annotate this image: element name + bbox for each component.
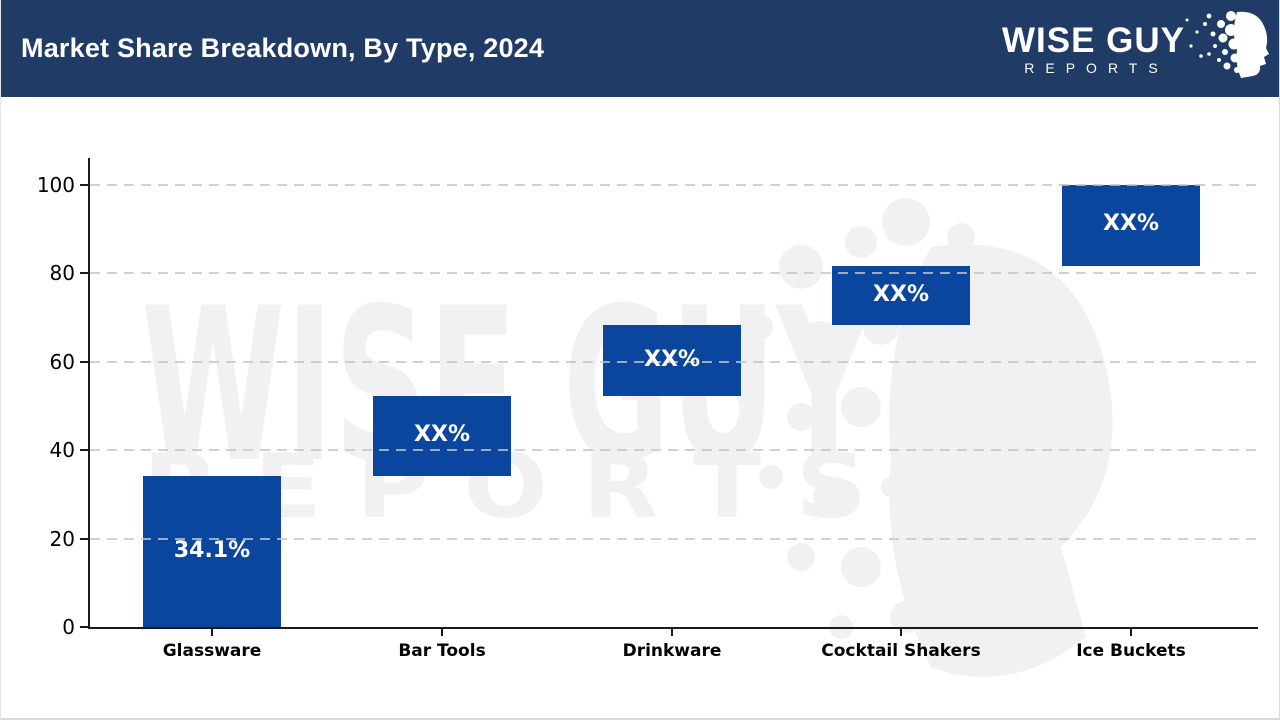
x-tick-label: Glassware	[162, 641, 262, 661]
bar	[603, 325, 741, 396]
x-tick	[1130, 629, 1132, 636]
brand-text: WISE GUY REPORTS	[1002, 23, 1185, 75]
plot-area: 0 20 40 60 80 100 34.1% Glassware XX% Bar Tools XX…	[1, 97, 1279, 718]
x-tick-label: Drinkware	[622, 641, 722, 661]
y-tick	[80, 538, 88, 540]
bar-value-label: 34.1%	[173, 538, 251, 563]
x-tick	[671, 629, 673, 636]
y-tick-label: 60	[49, 350, 75, 374]
brand-name: WISE GUY	[1001, 20, 1185, 60]
gridline	[90, 272, 1258, 274]
bar-value-label: XX%	[873, 282, 929, 307]
brand-logo: WISE GUY REPORTS	[1002, 4, 1279, 94]
x-tick-label: Cocktail Shakers	[821, 641, 981, 661]
x-tick	[441, 629, 443, 636]
gridline	[90, 449, 1258, 451]
y-tick-label: 20	[49, 527, 75, 551]
bar	[1062, 185, 1200, 266]
y-tick	[80, 361, 88, 363]
brand-face-icon	[1185, 10, 1269, 78]
y-tick	[80, 184, 88, 186]
bar	[373, 396, 511, 476]
bar-value-label: XX%	[414, 422, 470, 447]
bar	[143, 476, 281, 627]
bar-value-label: XX%	[644, 347, 700, 372]
x-tick	[211, 629, 213, 636]
header-bar: Market Share Breakdown, By Type, 2024 WI…	[1, 0, 1279, 97]
bar-value-label: XX%	[1103, 211, 1159, 236]
y-tick-label: 100	[36, 173, 75, 197]
gridline	[90, 184, 1258, 186]
y-tick-label: 0	[62, 615, 75, 639]
x-tick-label: Ice Buckets	[1076, 641, 1186, 661]
x-axis-spine	[88, 627, 1258, 629]
gridline	[90, 361, 1258, 363]
bar	[832, 266, 970, 325]
y-tick	[80, 449, 88, 451]
y-tick	[80, 626, 88, 628]
y-axis-spine	[88, 158, 90, 627]
y-tick-label: 80	[49, 261, 75, 285]
page-title: Market Share Breakdown, By Type, 2024	[21, 33, 545, 63]
x-tick-label: Bar Tools	[398, 641, 486, 661]
y-tick	[80, 272, 88, 274]
brand-subtitle: REPORTS	[1024, 59, 1169, 76]
y-tick-label: 40	[49, 438, 75, 462]
x-tick	[900, 629, 902, 636]
gridline	[90, 538, 1258, 540]
chart-canvas: WISE GUY R E P O R T S 0 20 40 60 80 100 34.1%…	[1, 97, 1279, 718]
